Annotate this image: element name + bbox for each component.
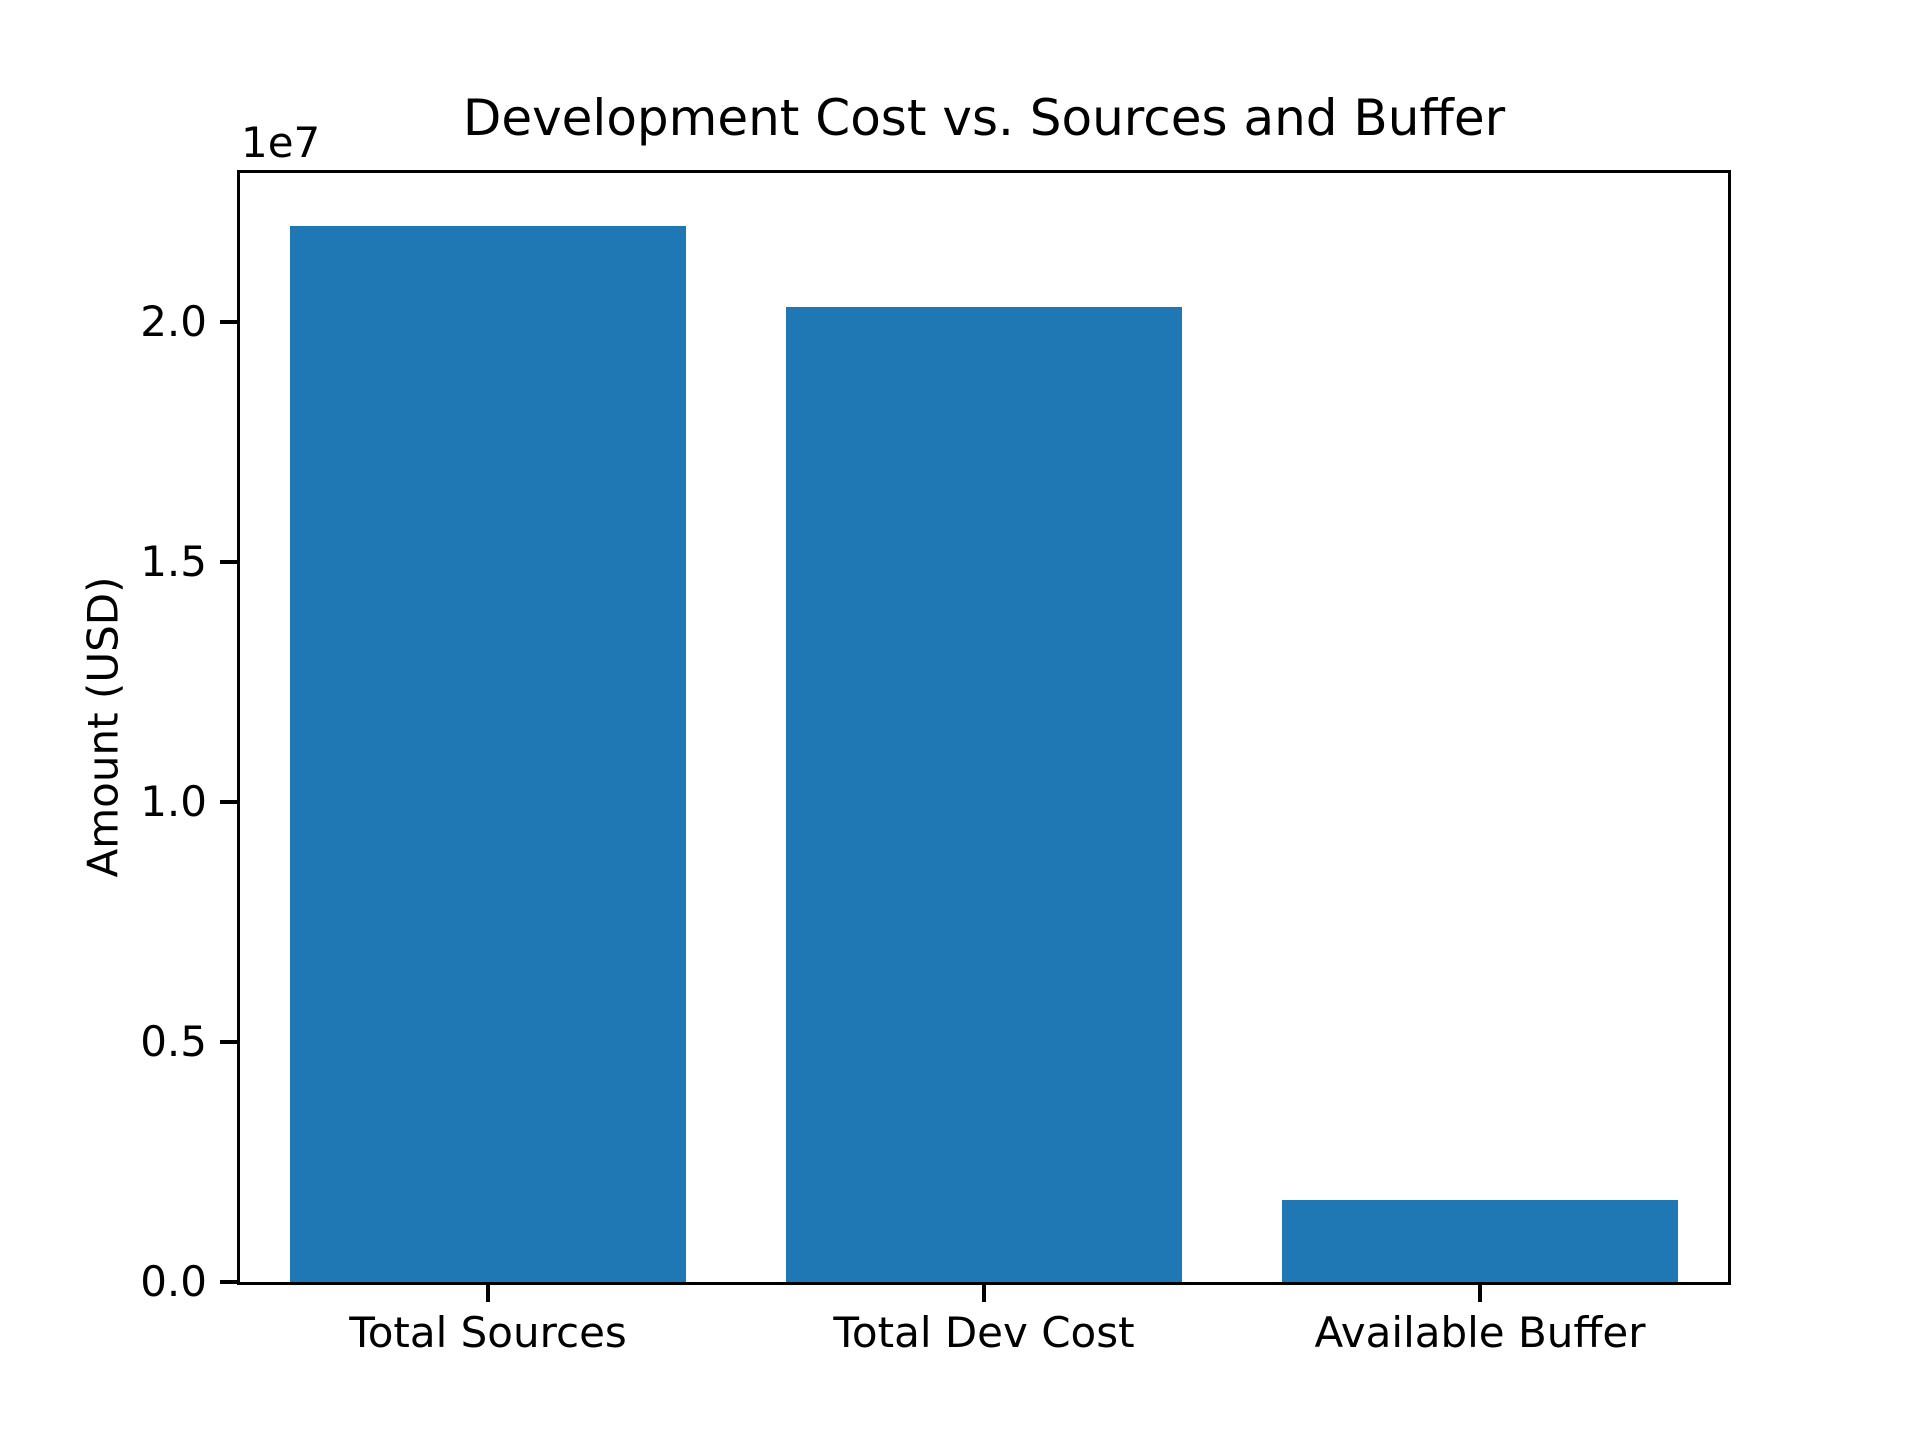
bar-total-sources [289,225,687,1282]
y-axis-offset-label: 1e7 [241,118,321,167]
plot-area: 0.0 0.5 1.0 1.5 2.0 Total Sources Total Dev C… [140,170,1731,1354]
bar-available-buffer [1281,1200,1679,1282]
y-tick-label-0-5: 0.5 [140,1016,207,1066]
x-tick-label-available-buffer: Available Buffer [1314,1308,1646,1357]
chart-title: Development Cost vs. Sources and Buffer [462,89,1506,147]
y-tick-label-1-0: 1.0 [140,776,207,826]
y-tick-mark [220,1280,237,1284]
x-tick-label-total-sources: Total Sources [349,1308,627,1357]
x-tick-mark [486,1285,490,1302]
x-axis-ticks: Total Sources Total Dev Cost Available Buf… [240,173,1728,1354]
y-tick-label-1-5: 1.5 [140,536,207,586]
y-axis-label: Amount (USD) [78,576,128,878]
x-tick-mark [1478,1285,1482,1302]
x-tick-mark [982,1285,986,1302]
y-tick-mark [220,1040,237,1044]
y-axis-ticks: 0.0 0.5 1.0 1.5 2.0 [140,173,1728,1303]
x-tick-label-total-dev-cost: Total Dev Cost [833,1308,1135,1357]
y-tick-mark [220,320,237,324]
y-tick-label-0-0: 0.0 [140,1257,207,1306]
bars-container [240,173,1728,1282]
y-tick-mark [220,560,237,564]
y-tick-mark [220,800,237,804]
y-tick-label-2-0: 2.0 [140,296,207,346]
bar-total-dev-cost [785,307,1183,1282]
